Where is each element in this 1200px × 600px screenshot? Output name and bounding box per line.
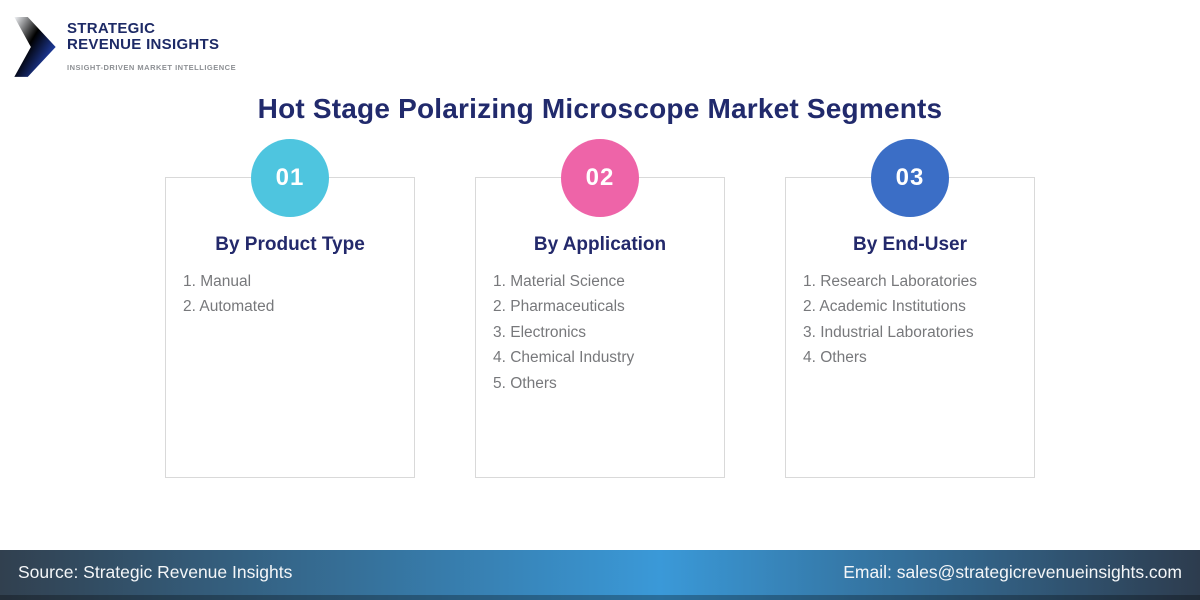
segment-item: 1. Material Science: [493, 273, 625, 290]
segment-item: 4. Others: [803, 349, 867, 367]
card-title: By Application: [533, 234, 667, 255]
card-title: By Product Type: [215, 234, 365, 255]
card-number-badge: 02: [561, 139, 639, 217]
footer-bar: Source: Strategic Revenue Insights Email…: [0, 550, 1200, 600]
segment-item: 1. Research Laboratories: [803, 273, 978, 290]
card-title: By End-User: [852, 234, 968, 255]
footer-source-text: Source: Strategic Revenue Insights: [18, 562, 293, 582]
segment-list: 1. Research Laboratories 2. Academic Inst…: [786, 269, 1034, 371]
segment-item: 5. Others: [493, 374, 557, 392]
segment-item: 2. Automated: [183, 298, 275, 316]
segment-cards: 01 By Product Type 1. Manual 2. Automated…: [165, 139, 1035, 478]
segment-item: 4. Chemical Industry: [493, 349, 635, 367]
segment-item: 2. Academic Institutions: [803, 298, 966, 316]
footer-email-text: Email: sales@strategicrevenueinsights.co…: [843, 562, 1182, 582]
segment-list: 1. Manual 2. Automated: [166, 269, 414, 320]
brand-name-line2: REVENUE INSIGHTS: [67, 36, 220, 53]
card-number-badge: 03: [871, 139, 949, 217]
card-by-product-type: 01 By Product Type 1. Manual 2. Automated: [165, 139, 415, 478]
brand-name: STRATEGIC REVENUE INSIGHTS INSIGHT-DRIVE…: [67, 10, 236, 72]
brand-logo: STRATEGIC REVENUE INSIGHTS INSIGHT-DRIVE…: [14, 10, 236, 79]
segment-item: 2. Pharmaceuticals: [493, 298, 625, 316]
card-by-application: 02 By Application 1. Material Science 2. …: [475, 139, 725, 478]
segment-item: 3. Industrial Laboratories: [803, 323, 974, 341]
segment-list: 1. Material Science 2. Pharmaceuticals 3. …: [476, 269, 724, 396]
card-by-end-user: 03 By End-User 1. Research Laboratories 2…: [785, 139, 1035, 478]
segment-item: 3. Electronics: [493, 323, 587, 341]
chevron-arrow-icon: [14, 17, 56, 77]
page-title: Hot Stage Polarizing Microscope Market S…: [257, 93, 943, 124]
brand-tagline: INSIGHT-DRIVEN MARKET INTELLIGENCE: [67, 63, 237, 72]
brand-name-line1: STRATEGIC: [67, 20, 156, 37]
segment-item: 1. Manual: [183, 273, 252, 290]
card-number-badge: 01: [251, 139, 329, 217]
